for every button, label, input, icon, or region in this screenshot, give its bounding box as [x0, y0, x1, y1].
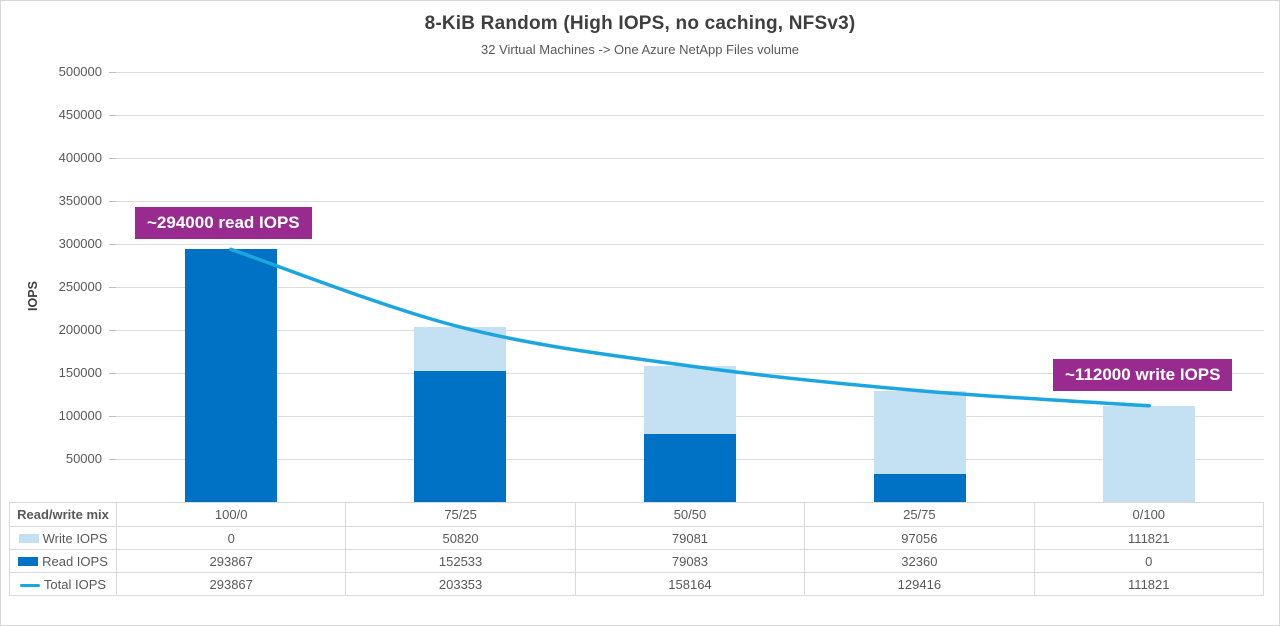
series-label: Total IOPS — [9, 572, 117, 596]
table-value-cell: 111821 — [1033, 572, 1265, 596]
series-label: Read IOPS — [9, 549, 117, 573]
table-value-cell: 152533 — [345, 549, 576, 573]
bar-segment-write-iops — [873, 390, 966, 475]
table-value-cell: 97056 — [804, 526, 1035, 550]
gridline — [116, 201, 1264, 202]
legend-swatch-write-iops — [18, 533, 39, 543]
table-value-cell: 32360 — [804, 549, 1035, 573]
y-axis-tick-label: 300000 — [58, 236, 102, 251]
y-axis-tick — [109, 158, 116, 159]
y-axis-tick — [109, 244, 116, 245]
y-axis-tick — [109, 72, 116, 73]
bar-segment-write-iops — [414, 327, 507, 371]
y-axis-tick-label: 500000 — [58, 64, 102, 79]
chart-data-table: Read/write mix 100/0 75/25 50/50 25/75 0/100 W… — [9, 502, 1265, 596]
bar-segment-read-iops — [873, 474, 966, 502]
table-category-label: 25/75 — [804, 502, 1035, 527]
gridline — [116, 72, 1264, 73]
table-value-cell: 293867 — [115, 572, 347, 596]
y-axis-tick-label: 350000 — [58, 193, 102, 208]
gridline — [116, 115, 1264, 116]
chart-title: 8-KiB Random (High IOPS, no caching, NFS… — [424, 13, 856, 34]
table-value-cell: 79081 — [574, 526, 806, 550]
bar-segment-write-iops — [1103, 405, 1196, 502]
series-label: Write IOPS — [9, 526, 117, 550]
y-axis-tick — [109, 459, 116, 460]
table-value-cell: 79083 — [574, 549, 806, 573]
y-axis-tick — [109, 416, 116, 417]
table-category-label: 100/0 — [115, 502, 347, 527]
chart-subtitle: 32 Virtual Machines -> One Azure NetApp … — [480, 42, 800, 57]
y-axis-tick — [109, 373, 116, 374]
y-axis-tick-label: 50000 — [65, 451, 102, 466]
table-row-read-iops: Read IOPS 293867 152533 79083 32360 0 — [9, 549, 1265, 573]
y-axis-tick-label: 250000 — [58, 279, 102, 294]
table-value-cell: 158164 — [574, 572, 806, 596]
bar-segment-read-iops — [644, 434, 736, 502]
y-axis-tick — [109, 115, 116, 116]
table-row-write-iops: Write IOPS 0 50820 79081 97056 111821 — [9, 526, 1265, 550]
y-axis-tick-label: 200000 — [58, 322, 102, 337]
y-axis-tick-label: 100000 — [58, 408, 102, 423]
table-value-cell: 0 — [1033, 549, 1265, 573]
data-table: Read/write mix 100/0 75/25 50/50 25/75 0/100 W… — [9, 502, 1265, 596]
y-axis-tick — [109, 201, 116, 202]
table-row-total-iops: Total IOPS 293867 203353 158164 129416 111821 — [9, 572, 1265, 596]
table-category-label: 75/25 — [345, 502, 576, 527]
gridline — [116, 330, 1264, 331]
y-axis-tick — [109, 287, 116, 288]
y-axis-tick-label: 400000 — [58, 150, 102, 165]
callout-write-iops: ~112000 write IOPS — [1053, 359, 1233, 391]
y-axis-tick-label: 450000 — [58, 107, 102, 122]
y-axis-tick — [109, 330, 116, 331]
gridline — [116, 158, 1264, 159]
table-row-categories: Read/write mix 100/0 75/25 50/50 25/75 0/100 — [9, 502, 1265, 527]
table-value-cell: 203353 — [345, 572, 576, 596]
table-value-cell: 111821 — [1033, 526, 1265, 550]
bar-segment-read-iops — [184, 249, 277, 502]
table-value-cell: 129416 — [804, 572, 1035, 596]
table-value-cell: 0 — [115, 526, 347, 550]
bar-segment-write-iops — [644, 366, 736, 434]
gridline — [116, 287, 1264, 288]
table-category-label: 0/100 — [1033, 502, 1265, 527]
table-category-label: 50/50 — [574, 502, 806, 527]
y-axis-tick-label: 150000 — [58, 365, 102, 380]
category-axis-label: Read/write mix — [9, 502, 117, 527]
table-value-cell: 50820 — [345, 526, 576, 550]
bar-segment-read-iops — [414, 370, 507, 502]
legend-swatch-read-iops — [18, 556, 39, 566]
gridline — [116, 244, 1264, 245]
callout-read-iops: ~294000 read IOPS — [135, 207, 312, 239]
legend-swatch-total-iops — [19, 583, 40, 587]
table-value-cell: 293867 — [115, 549, 347, 573]
